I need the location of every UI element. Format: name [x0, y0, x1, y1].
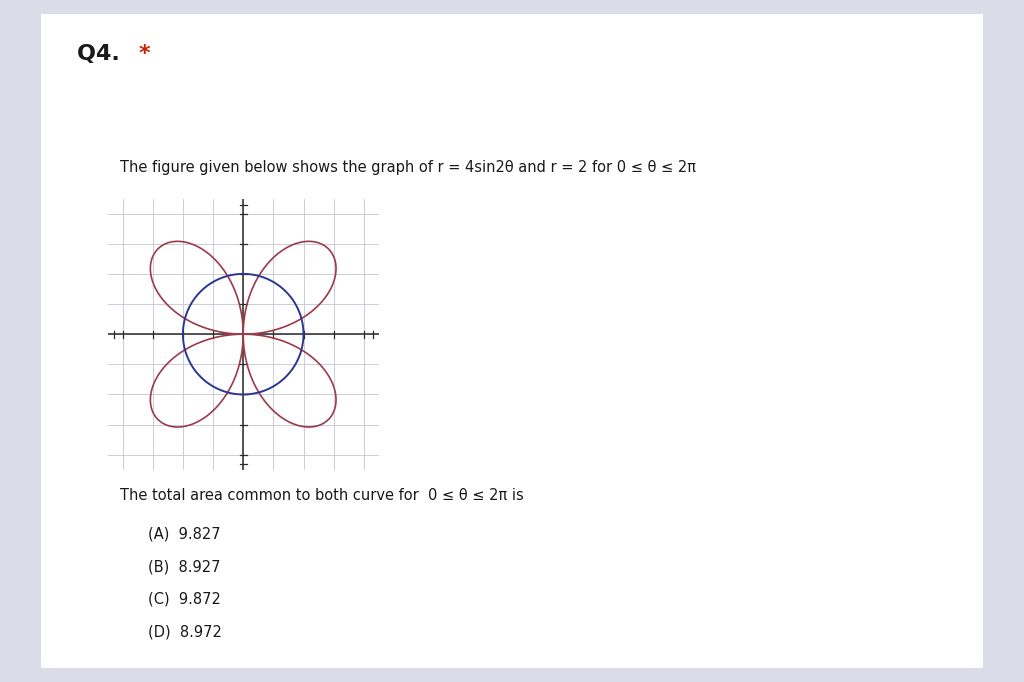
Text: (B)  8.927: (B) 8.927	[148, 559, 221, 574]
Text: Q4.: Q4.	[77, 44, 127, 64]
Text: *: *	[138, 44, 150, 64]
Text: (C)  9.872: (C) 9.872	[148, 592, 221, 607]
Text: (D)  8.972: (D) 8.972	[148, 625, 222, 640]
Text: The total area common to both curve for  0 ≤ θ ≤ 2π is: The total area common to both curve for …	[120, 488, 523, 503]
Text: The figure given below shows the graph of r = 4sin2θ and r = 2 for 0 ≤ θ ≤ 2π: The figure given below shows the graph o…	[120, 160, 696, 175]
Text: (A)  9.827: (A) 9.827	[148, 527, 221, 542]
